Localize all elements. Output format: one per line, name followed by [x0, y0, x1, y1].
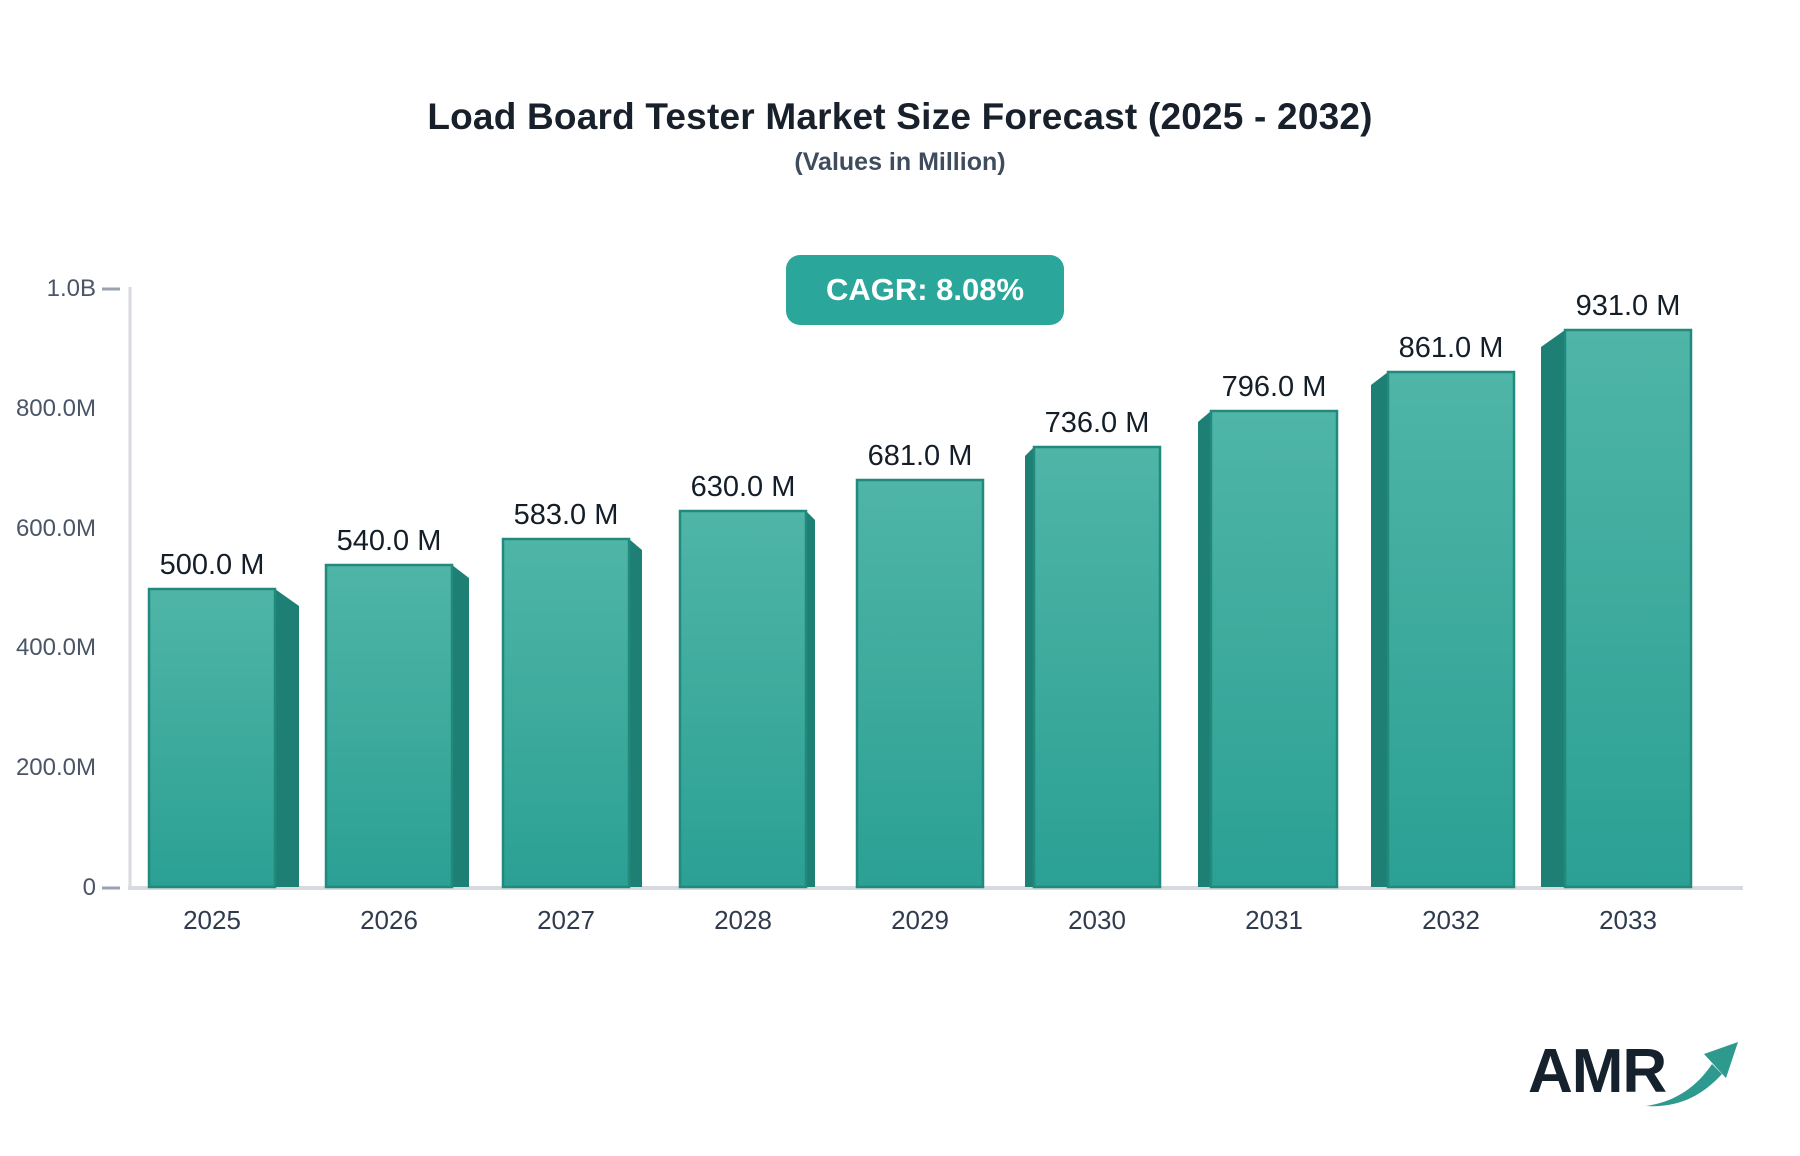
y-tick-label: 200.0M: [15, 754, 96, 782]
x-category-label: 2030: [1068, 905, 1126, 935]
bar-side-2033: [1541, 330, 1565, 887]
bar-value-label: 630.0 M: [690, 471, 796, 503]
chart-subtitle: (Values in Million): [794, 148, 1006, 176]
bar-2025[interactable]: [147, 587, 277, 889]
x-category-label: 2029: [891, 905, 949, 935]
cagr-badge: CAGR: 8.08%: [786, 255, 1064, 325]
bar-side-2030: [1025, 447, 1034, 887]
amr-logo-arrow-icon: [1646, 1042, 1738, 1107]
bar-value-label: 736.0 M: [1044, 407, 1150, 439]
chart-title: Load Board Tester Market Size Forecast (…: [427, 96, 1373, 137]
y-tick-label: 400.0M: [15, 634, 96, 662]
amr-logo: AMR: [1528, 1036, 1748, 1136]
y-tick-label: 0: [82, 874, 96, 901]
bar-side-2025: [275, 589, 299, 887]
x-category-label: 2025: [183, 905, 241, 935]
bar-2032[interactable]: [1386, 370, 1516, 889]
x-category-label: 2031: [1245, 905, 1303, 935]
bar-value-label: 931.0 M: [1575, 290, 1681, 322]
x-category-label: 2028: [714, 905, 772, 935]
bar-2033[interactable]: [1563, 328, 1693, 889]
bar-value-label: 861.0 M: [1398, 332, 1504, 364]
y-tick-label: 1.0B: [46, 275, 96, 302]
bar-2028[interactable]: [678, 509, 808, 889]
bar-value-label: 796.0 M: [1221, 371, 1327, 403]
amr-logo-text: AMR: [1528, 1037, 1667, 1106]
bar-value-label: 583.0 M: [513, 499, 619, 531]
bar-2027[interactable]: [501, 537, 631, 889]
bar-side-2027: [629, 539, 642, 887]
bar-side-2032: [1371, 372, 1388, 887]
x-category-label: 2027: [537, 905, 595, 935]
logo-arrow-head: [1704, 1042, 1738, 1078]
y-tick-label: 800.0M: [15, 394, 96, 422]
bar-2031[interactable]: [1209, 409, 1339, 889]
y-tick-label: 600.0M: [15, 514, 96, 542]
bar-side-2026: [452, 565, 469, 887]
bar-value-label: 500.0 M: [159, 549, 265, 581]
bar-side-2031: [1198, 411, 1211, 887]
x-category-label: 2032: [1422, 905, 1480, 935]
cagr-badge-label: CAGR: 8.08%: [825, 272, 1025, 307]
x-category-label: 2026: [360, 905, 418, 935]
bar-side-2028: [806, 511, 815, 887]
bar-value-label: 540.0 M: [336, 525, 442, 557]
x-category-label: 2033: [1599, 905, 1657, 935]
bar-2030[interactable]: [1032, 445, 1162, 889]
bar-2026[interactable]: [324, 563, 454, 889]
bar-2029[interactable]: [855, 478, 985, 889]
bar-value-label: 681.0 M: [867, 440, 973, 472]
logo-arrow-tail: [1646, 1064, 1722, 1107]
